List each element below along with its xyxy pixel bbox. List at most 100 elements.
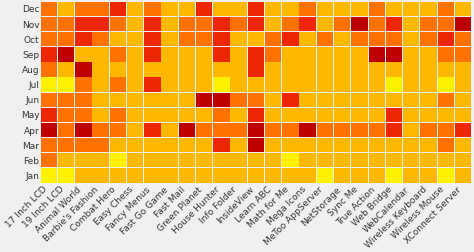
Bar [248, 138, 264, 153]
Bar [109, 63, 126, 77]
Bar [179, 93, 195, 108]
Bar [58, 123, 74, 138]
Bar [334, 108, 350, 123]
Bar [300, 123, 316, 138]
Bar [282, 63, 299, 77]
Bar [109, 169, 126, 183]
Bar [179, 138, 195, 153]
Bar [162, 123, 178, 138]
Bar [127, 93, 143, 108]
Bar [41, 18, 57, 32]
Bar [196, 48, 212, 62]
Bar [420, 123, 437, 138]
Bar [75, 78, 91, 92]
Bar [420, 108, 437, 123]
Bar [334, 33, 350, 47]
Bar [351, 169, 368, 183]
Bar [386, 78, 402, 92]
Bar [282, 3, 299, 17]
Bar [213, 63, 229, 77]
Bar [386, 123, 402, 138]
Bar [317, 3, 333, 17]
Bar [144, 3, 161, 17]
Bar [127, 108, 143, 123]
Bar [162, 138, 178, 153]
Bar [41, 93, 57, 108]
Bar [109, 138, 126, 153]
Bar [438, 153, 454, 168]
Bar [109, 108, 126, 123]
Bar [300, 3, 316, 17]
Bar [351, 33, 368, 47]
Bar [265, 138, 282, 153]
Bar [109, 93, 126, 108]
Bar [92, 3, 109, 17]
Bar [265, 169, 282, 183]
Bar [213, 78, 229, 92]
Bar [144, 48, 161, 62]
Bar [334, 18, 350, 32]
Bar [162, 18, 178, 32]
Bar [92, 63, 109, 77]
Bar [368, 63, 385, 77]
Bar [144, 138, 161, 153]
Bar [282, 33, 299, 47]
Bar [248, 108, 264, 123]
Bar [265, 63, 282, 77]
Bar [300, 153, 316, 168]
Bar [41, 48, 57, 62]
Bar [455, 123, 471, 138]
Bar [300, 33, 316, 47]
Bar [386, 93, 402, 108]
Bar [230, 93, 247, 108]
Bar [334, 138, 350, 153]
Bar [179, 63, 195, 77]
Bar [213, 169, 229, 183]
Bar [403, 108, 419, 123]
Bar [386, 138, 402, 153]
Bar [230, 63, 247, 77]
Bar [41, 169, 57, 183]
Bar [420, 48, 437, 62]
Bar [368, 93, 385, 108]
Bar [265, 123, 282, 138]
Bar [334, 169, 350, 183]
Bar [162, 108, 178, 123]
Bar [179, 48, 195, 62]
Bar [386, 63, 402, 77]
Bar [109, 153, 126, 168]
Bar [41, 78, 57, 92]
Bar [75, 138, 91, 153]
Bar [162, 48, 178, 62]
Bar [230, 18, 247, 32]
Bar [455, 138, 471, 153]
Bar [58, 169, 74, 183]
Bar [213, 48, 229, 62]
Bar [248, 3, 264, 17]
Bar [368, 33, 385, 47]
Bar [334, 123, 350, 138]
Bar [455, 3, 471, 17]
Bar [162, 3, 178, 17]
Bar [196, 138, 212, 153]
Bar [75, 63, 91, 77]
Bar [300, 108, 316, 123]
Bar [455, 48, 471, 62]
Bar [144, 63, 161, 77]
Bar [213, 153, 229, 168]
Bar [162, 33, 178, 47]
Bar [334, 3, 350, 17]
Bar [109, 48, 126, 62]
Bar [420, 33, 437, 47]
Bar [351, 108, 368, 123]
Bar [368, 78, 385, 92]
Bar [300, 93, 316, 108]
Bar [196, 63, 212, 77]
Bar [248, 18, 264, 32]
Bar [455, 169, 471, 183]
Bar [403, 153, 419, 168]
Bar [144, 93, 161, 108]
Bar [403, 78, 419, 92]
Bar [317, 63, 333, 77]
Bar [438, 33, 454, 47]
